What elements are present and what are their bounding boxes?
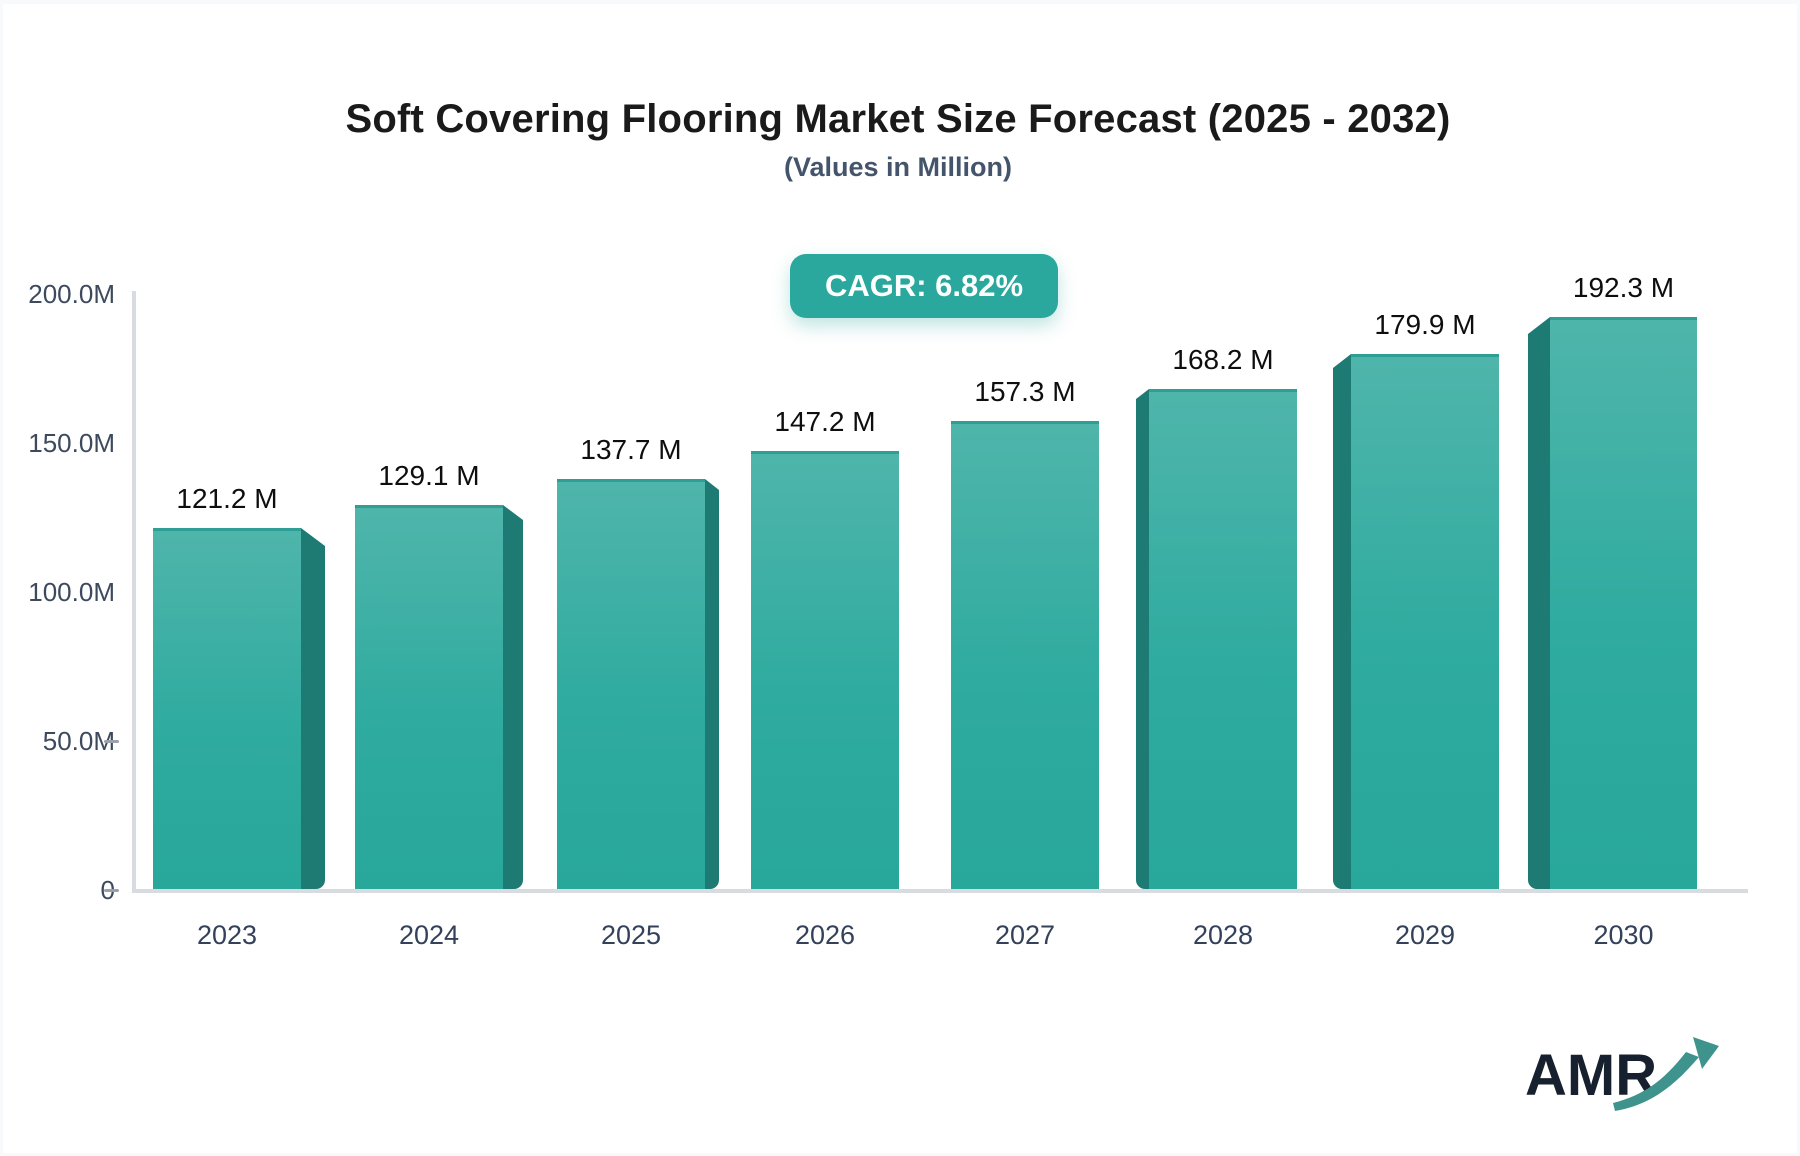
x-tick-2026: 2026 — [794, 920, 856, 950]
bar-2028-3d-side — [1136, 399, 1149, 889]
bar-2024-3d-side — [503, 520, 523, 889]
bar-value-label-2029: 179.9 M — [1374, 309, 1476, 340]
bar-2028 — [1149, 389, 1297, 889]
x-tick-2024: 2024 — [398, 920, 460, 950]
amr-logo-arrowhead — [1693, 1037, 1719, 1069]
chart-card: Soft Covering Flooring Market Size Forec… — [3, 4, 1797, 1153]
bar-2023 — [153, 528, 301, 889]
x-tick-2030: 2030 — [1593, 920, 1654, 950]
bar-2029-3d-side — [1333, 368, 1351, 889]
amr-logo: AMR — [1525, 1037, 1719, 1111]
chart-title: Soft Covering Flooring Market Size Forec… — [345, 97, 1451, 141]
x-tick-2025: 2025 — [600, 920, 662, 950]
bar-2025-3d-bevel — [705, 479, 719, 490]
y-tick-200m: 200.0M — [28, 279, 115, 309]
cagr-badge: CAGR: 6.82% — [790, 254, 1058, 318]
y-tick-150m: 150.0M — [28, 428, 115, 458]
bar-2024 — [355, 505, 503, 889]
bar-2025-3d-side — [705, 490, 719, 889]
y-tick-50m: 50.0M — [42, 726, 115, 756]
bar-2030 — [1550, 317, 1697, 889]
bar-2029-3d-bevel — [1333, 354, 1351, 368]
y-tick-mark-50m — [104, 740, 119, 743]
x-axis-baseline — [132, 889, 1748, 893]
y-tick-0: 0 — [3, 875, 115, 905]
x-tick-2029: 2029 — [1394, 920, 1456, 950]
bar-value-label-2027: 157.3 M — [974, 376, 1076, 407]
bar-2028-3d-bevel — [1136, 389, 1149, 399]
x-tick-2023: 2023 — [196, 920, 258, 950]
x-tick-2027: 2027 — [994, 920, 1056, 950]
bar-value-label-2026: 147.2 M — [774, 406, 876, 437]
bar-value-label-2023: 121.2 M — [176, 483, 278, 514]
bar-2023-3d-bevel — [301, 528, 325, 546]
bar-value-label-2024: 129.1 M — [378, 460, 480, 491]
chart-subtitle: (Values in Million) — [783, 152, 1013, 182]
bar-value-label-2030: 192.3 M — [1572, 272, 1675, 303]
bar-2027 — [951, 421, 1099, 889]
y-tick-100m: 100.0M — [28, 577, 115, 607]
x-tick-2028: 2028 — [1192, 920, 1254, 950]
bar-2030-3d-side — [1528, 334, 1550, 889]
bar-2024-3d-bevel — [503, 505, 523, 520]
bar-2029 — [1351, 354, 1499, 889]
y-axis-line — [132, 291, 136, 891]
bar-2023-3d-side — [301, 546, 325, 889]
y-tick-mark-0 — [104, 889, 119, 892]
bar-2026 — [751, 451, 899, 889]
bar-value-label-2025: 137.7 M — [580, 434, 682, 465]
bar-value-label-2028: 168.2 M — [1172, 344, 1274, 375]
amr-logo-arrow-swoosh — [1613, 1052, 1699, 1111]
bar-2025 — [557, 479, 705, 889]
